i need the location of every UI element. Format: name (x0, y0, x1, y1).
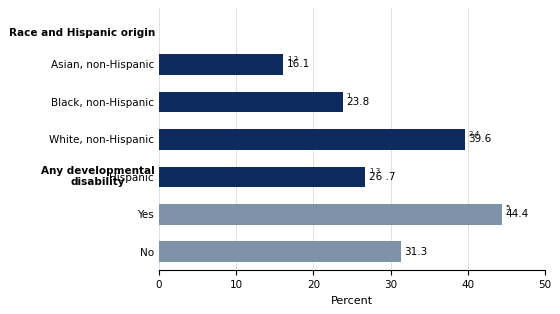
X-axis label: Percent: Percent (331, 296, 373, 306)
Bar (159, 92, 343, 112)
Text: Any developmental
disability: Any developmental disability (41, 166, 155, 187)
Bar (159, 54, 283, 75)
Bar (159, 204, 502, 225)
Text: 16.1: 16.1 (287, 59, 310, 69)
Text: 44.4: 44.4 (506, 209, 529, 219)
Text: 26 .7: 26 .7 (369, 172, 395, 182)
Text: 31.3: 31.3 (404, 247, 428, 257)
Text: 1,2: 1,2 (287, 56, 298, 62)
Bar (159, 241, 400, 262)
Text: 23.8: 23.8 (347, 97, 370, 107)
Text: 5: 5 (506, 205, 510, 211)
Text: 2-4: 2-4 (469, 131, 480, 137)
Text: 1: 1 (347, 93, 351, 99)
Bar (159, 166, 365, 187)
Text: 1,3: 1,3 (369, 168, 380, 174)
Bar (159, 129, 465, 150)
Text: Race and Hispanic origin: Race and Hispanic origin (9, 28, 155, 38)
Text: 39.6: 39.6 (469, 134, 492, 144)
